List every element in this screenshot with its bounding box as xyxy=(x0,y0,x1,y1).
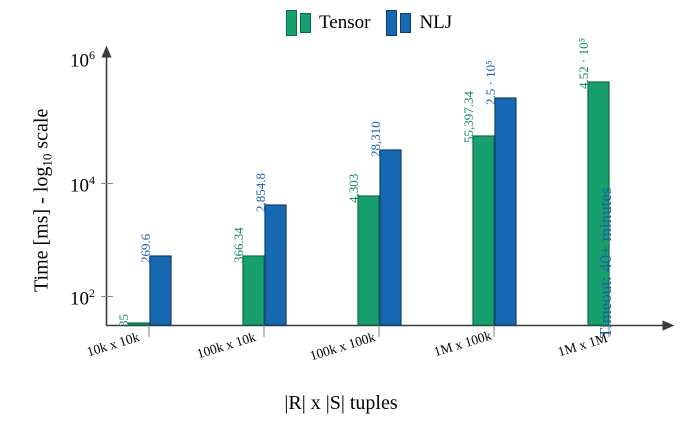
bar-tensor-2 xyxy=(357,195,380,326)
bar-tensor-1 xyxy=(242,255,265,326)
value-label-tensor-1: 366.34 xyxy=(231,227,246,263)
chart-legend: Tensor NLJ xyxy=(286,10,468,36)
value-label-nlj-2: 28,310 xyxy=(368,121,383,157)
y-axis-title-sub: 10 xyxy=(39,153,55,167)
y-tick-label-1e4: 104 xyxy=(35,173,95,197)
value-label-tensor-4: 4.52 · 10⁵ xyxy=(576,37,591,89)
bar-nlj-2 xyxy=(379,149,402,326)
value-label-tensor-0: 35 xyxy=(116,314,131,327)
legend-label-nlj: NLJ xyxy=(419,12,453,33)
legend-label-tensor: Tensor xyxy=(319,12,371,33)
y-tick-label-1e6: 106 xyxy=(35,48,95,72)
legend-swatch-nlj-icon xyxy=(386,10,398,36)
value-label-nlj-0: 269.6 xyxy=(138,233,153,263)
y-tick-1e6-mantissa: 10 xyxy=(70,50,89,72)
legend-swatch-nlj-alt-icon xyxy=(400,13,412,33)
bar-nlj-3 xyxy=(494,97,517,326)
bar-nlj-0 xyxy=(149,255,172,326)
value-label-nlj-3: 2.5 · 10⁵ xyxy=(483,60,498,105)
legend-swatch-tensor-alt-icon xyxy=(300,13,311,33)
bar-tensor-3 xyxy=(472,135,495,326)
y-tick-1e4-exponent: 4 xyxy=(89,173,95,187)
value-label-tensor-3: 55,397.34 xyxy=(461,91,476,143)
legend-swatch-tensor-icon xyxy=(286,10,297,36)
bar-nlj-1 xyxy=(264,204,287,326)
value-label-nlj-1: 2,854.8 xyxy=(253,173,268,212)
value-label-tensor-2: 4,303 xyxy=(346,173,361,203)
legend-entry-tensor: Tensor xyxy=(286,10,386,36)
bar-tensor-0 xyxy=(127,322,150,326)
y-tick-label-1e2: 102 xyxy=(35,286,95,310)
y-axis-title-tail: scale xyxy=(30,108,53,154)
y-tick-1e4-mantissa: 10 xyxy=(70,175,89,197)
legend-entry-nlj: NLJ xyxy=(386,10,468,36)
y-tick-1e6-exponent: 6 xyxy=(89,48,95,62)
y-tick-1e2-exponent: 2 xyxy=(89,286,95,300)
x-axis-title: |R| x |S| tuples xyxy=(284,392,398,414)
bar-tensor-4 xyxy=(587,81,610,326)
y-tick-1e2-mantissa: 10 xyxy=(70,288,89,310)
timeout-annotation: Timeout: 40+ minutes xyxy=(596,187,615,338)
